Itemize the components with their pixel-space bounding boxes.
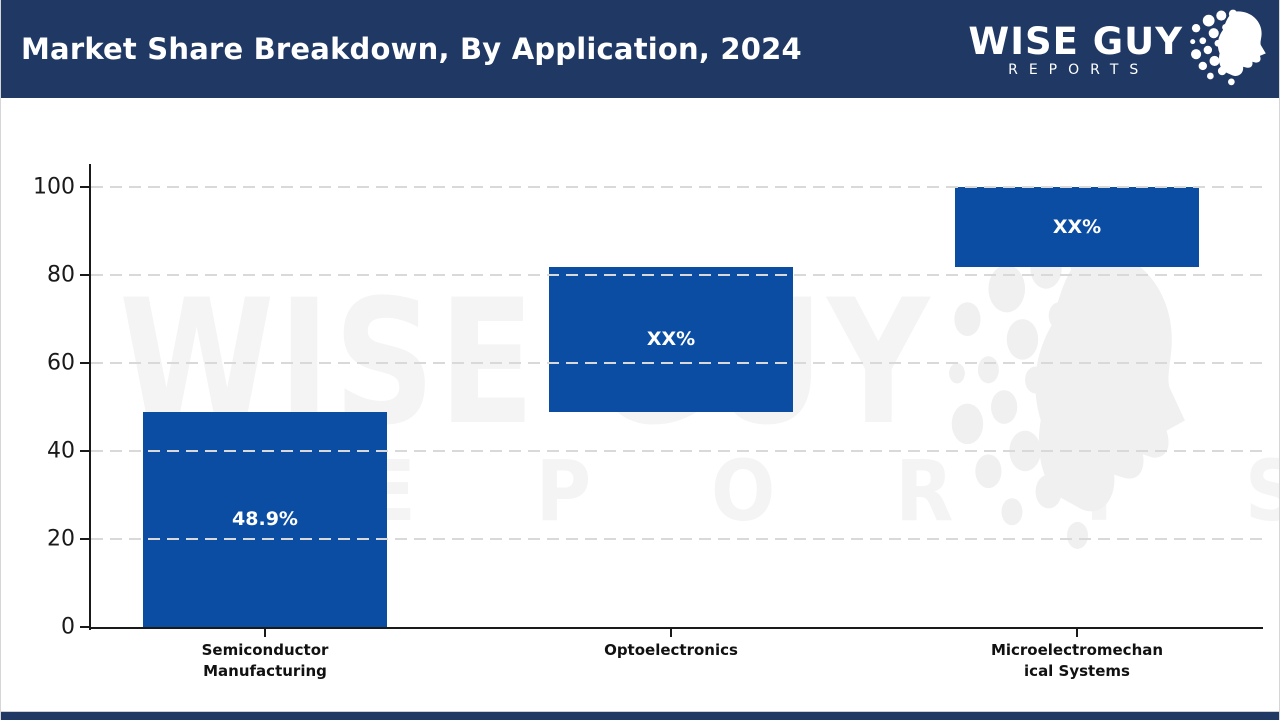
logo-face-icon [1190, 9, 1266, 86]
bar-2 [549, 267, 793, 412]
y-tick-label: 60 [47, 350, 75, 376]
logo-wordmark: WISE GUY [968, 19, 1183, 63]
watermark-face-icon [949, 244, 1185, 549]
x-category-label-line: ical Systems [1024, 662, 1130, 680]
x-axis-line [89, 627, 1263, 629]
x-category-label-line: Semiconductor [201, 641, 329, 659]
y-axis-line [89, 164, 91, 630]
gridline-60 [91, 362, 1263, 364]
x-category-label: Microelectromechan ical Systems [927, 640, 1227, 682]
x-axis-tick [670, 629, 672, 637]
gridline-40 [91, 450, 1263, 452]
y-tick-label: 40 [47, 438, 75, 464]
footer-bar [1, 711, 1279, 720]
x-category-label: Semiconductor Manufacturing [115, 640, 415, 682]
header-bar: Market Share Breakdown, By Application, … [1, 0, 1279, 98]
wise-guy-logo: WISE GUY REPORTS [968, 6, 1271, 94]
bar-3 [955, 187, 1199, 268]
logo-subtitle: REPORTS [1008, 61, 1150, 78]
logo-text: WISE GUY REPORTS [968, 19, 1183, 78]
bar-1 [143, 411, 387, 627]
y-axis-tick [80, 362, 89, 364]
y-tick-label: 0 [61, 614, 75, 640]
bar-value-label: XX% [646, 328, 696, 351]
x-category-label-line: Microelectromechan [990, 641, 1164, 659]
page-title: Market Share Breakdown, By Application, … [21, 32, 802, 66]
y-tick-label: 100 [33, 174, 75, 200]
gridline-20 [91, 538, 1263, 540]
y-tick-label: 80 [47, 262, 75, 288]
bar-value-label: XX% [1052, 216, 1102, 239]
gridline-100 [91, 186, 1263, 188]
y-tick-label: 20 [47, 526, 75, 552]
x-axis-tick [1076, 629, 1078, 637]
x-category-label-line: Manufacturing [203, 662, 327, 680]
y-axis-tick [80, 538, 89, 540]
gridline-80 [91, 274, 1263, 276]
y-axis-tick [80, 186, 89, 188]
bar-value-label: 48.9% [232, 508, 298, 531]
y-axis-tick [80, 274, 89, 276]
y-axis-tick [80, 626, 89, 628]
x-category-label: Optoelectronics [521, 640, 821, 661]
x-category-label-line: Optoelectronics [604, 641, 738, 659]
x-axis-tick [264, 629, 266, 637]
y-axis-tick [80, 450, 89, 452]
